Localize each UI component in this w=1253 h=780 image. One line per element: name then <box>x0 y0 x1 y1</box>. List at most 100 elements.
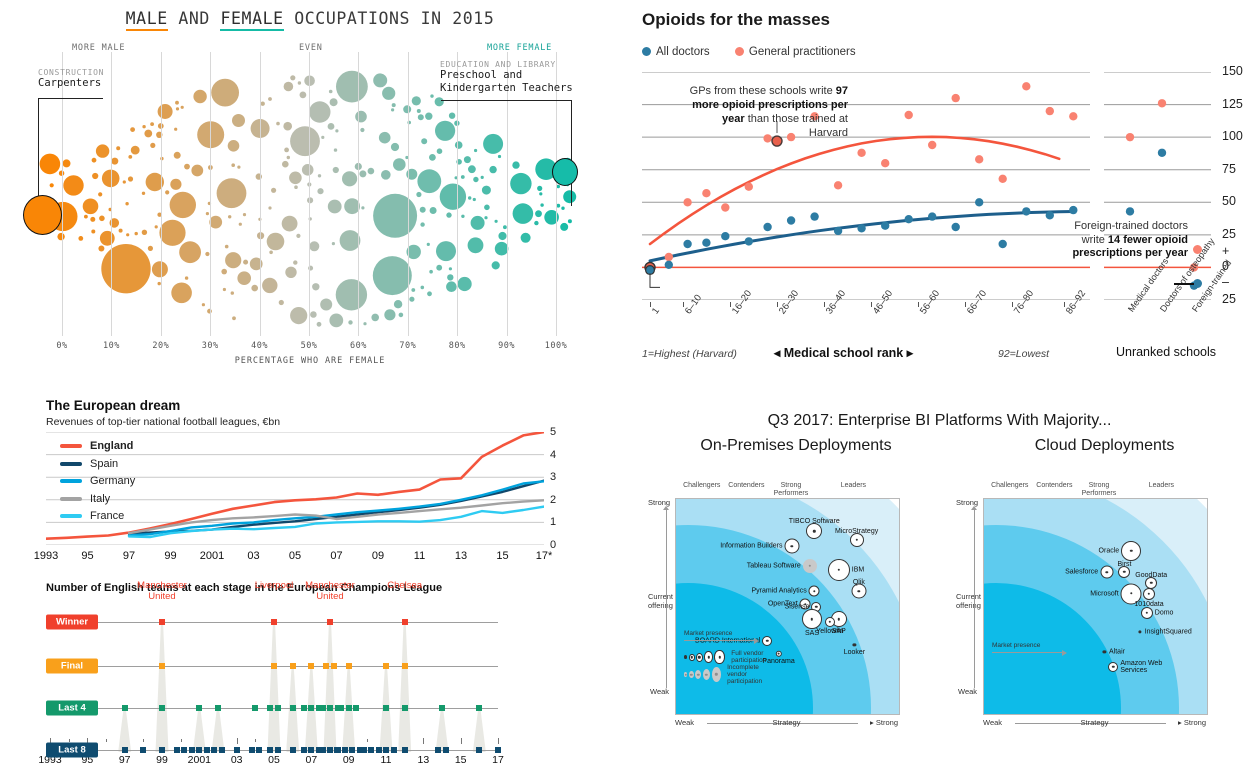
stage-marker[interactable] <box>360 747 367 753</box>
stage-marker[interactable] <box>327 705 333 711</box>
vendor-bubble[interactable] <box>799 598 811 610</box>
vendor-bubble[interactable] <box>1138 630 1142 634</box>
vendor-bubble[interactable] <box>762 635 773 646</box>
data-point[interactable] <box>721 203 730 212</box>
stage-label-final[interactable]: Final <box>46 658 98 674</box>
data-point[interactable] <box>744 182 753 191</box>
data-point[interactable] <box>664 252 673 262</box>
data-point[interactable] <box>1022 82 1031 91</box>
data-point[interactable] <box>975 198 984 207</box>
stage-marker[interactable] <box>300 747 307 753</box>
stage-marker[interactable] <box>188 747 195 753</box>
vendor-bubble[interactable] <box>775 650 782 657</box>
data-point[interactable] <box>702 189 711 198</box>
highlight-carpenters-bubble[interactable] <box>23 195 62 235</box>
data-point[interactable] <box>951 93 960 103</box>
data-point[interactable] <box>857 148 866 157</box>
stage-marker[interactable] <box>319 705 326 711</box>
stage-marker[interactable] <box>439 705 445 711</box>
stage-marker[interactable] <box>315 705 322 711</box>
legend-item-spain[interactable]: Spain <box>60 458 135 470</box>
stage-marker[interactable] <box>196 705 203 711</box>
data-point[interactable] <box>1069 205 1078 215</box>
stage-marker[interactable] <box>233 747 240 753</box>
data-point[interactable] <box>763 134 772 143</box>
stage-marker[interactable] <box>341 747 348 753</box>
stage-marker[interactable] <box>173 747 180 753</box>
stage-marker[interactable] <box>319 747 326 753</box>
stage-marker[interactable] <box>271 619 277 625</box>
vendor-bubble[interactable] <box>1121 540 1142 561</box>
stage-marker[interactable] <box>383 705 389 711</box>
stage-marker[interactable] <box>308 747 315 753</box>
data-point[interactable] <box>786 132 796 142</box>
stage-marker[interactable] <box>401 663 408 669</box>
stage-marker[interactable] <box>218 747 225 753</box>
stage-marker[interactable] <box>401 619 408 625</box>
legend-item-england[interactable]: England <box>60 440 135 452</box>
data-point[interactable] <box>721 232 730 241</box>
data-point[interactable] <box>810 112 819 121</box>
stage-marker[interactable] <box>495 747 501 753</box>
stage-marker[interactable] <box>274 747 281 753</box>
vendor-bubble[interactable] <box>1143 587 1156 600</box>
stage-marker[interactable] <box>323 663 330 669</box>
data-point[interactable] <box>683 198 692 207</box>
stage-marker[interactable] <box>256 747 263 753</box>
stage-marker[interactable] <box>476 747 483 753</box>
stage-marker[interactable] <box>383 747 389 753</box>
stage-marker[interactable] <box>181 747 188 753</box>
stage-marker[interactable] <box>327 619 333 625</box>
data-point[interactable] <box>975 155 984 164</box>
stage-marker[interactable] <box>121 747 128 753</box>
data-point[interactable] <box>951 222 960 232</box>
data-point[interactable] <box>998 174 1007 183</box>
data-point[interactable] <box>683 239 692 249</box>
stage-marker[interactable] <box>308 705 315 711</box>
stage-marker[interactable] <box>159 619 165 625</box>
stage-label-last-4[interactable]: Last 4 <box>46 700 98 716</box>
data-point[interactable] <box>904 110 913 120</box>
stage-marker[interactable] <box>196 747 203 753</box>
legend-item-france[interactable]: France <box>60 510 135 522</box>
stage-marker[interactable] <box>289 747 296 753</box>
data-point[interactable] <box>810 212 819 221</box>
stage-marker[interactable] <box>203 747 210 753</box>
stage-marker[interactable] <box>476 705 483 711</box>
data-point[interactable] <box>763 222 772 232</box>
data-point[interactable] <box>833 226 843 236</box>
stage-marker[interactable] <box>390 747 397 753</box>
stage-marker[interactable] <box>383 663 389 669</box>
data-point[interactable] <box>786 216 796 225</box>
vendor-bubble[interactable] <box>827 558 850 581</box>
vendor-bubble[interactable] <box>1140 606 1153 619</box>
stage-marker[interactable] <box>401 747 408 753</box>
data-point[interactable] <box>881 159 890 168</box>
stage-marker[interactable] <box>274 705 281 711</box>
stage-marker[interactable] <box>159 663 165 669</box>
stage-marker[interactable] <box>267 705 274 711</box>
stage-marker[interactable] <box>289 663 296 669</box>
harvard-all-doctors-point[interactable] <box>644 265 656 276</box>
data-point[interactable] <box>744 237 753 246</box>
stage-marker[interactable] <box>327 747 333 753</box>
stage-marker[interactable] <box>159 705 165 711</box>
unranked-all-doctors-point[interactable] <box>1125 207 1135 216</box>
stage-marker[interactable] <box>140 747 147 753</box>
vendor-bubble[interactable] <box>849 532 864 547</box>
stage-marker[interactable] <box>315 747 322 753</box>
data-point[interactable] <box>928 212 937 221</box>
stage-marker[interactable] <box>267 747 274 753</box>
vendor-bubble[interactable] <box>802 558 817 573</box>
data-point[interactable] <box>998 239 1007 249</box>
stage-marker[interactable] <box>334 747 341 753</box>
stage-marker[interactable] <box>308 663 315 669</box>
stage-marker[interactable] <box>338 705 345 711</box>
stage-marker[interactable] <box>159 747 165 753</box>
unranked-gp-point[interactable] <box>1157 99 1167 108</box>
data-point[interactable] <box>928 140 937 150</box>
data-point[interactable] <box>664 260 673 269</box>
stage-label-winner[interactable]: Winner <box>46 614 98 630</box>
legend-item-germany[interactable]: Germany <box>60 475 135 487</box>
stage-marker[interactable] <box>334 705 341 711</box>
